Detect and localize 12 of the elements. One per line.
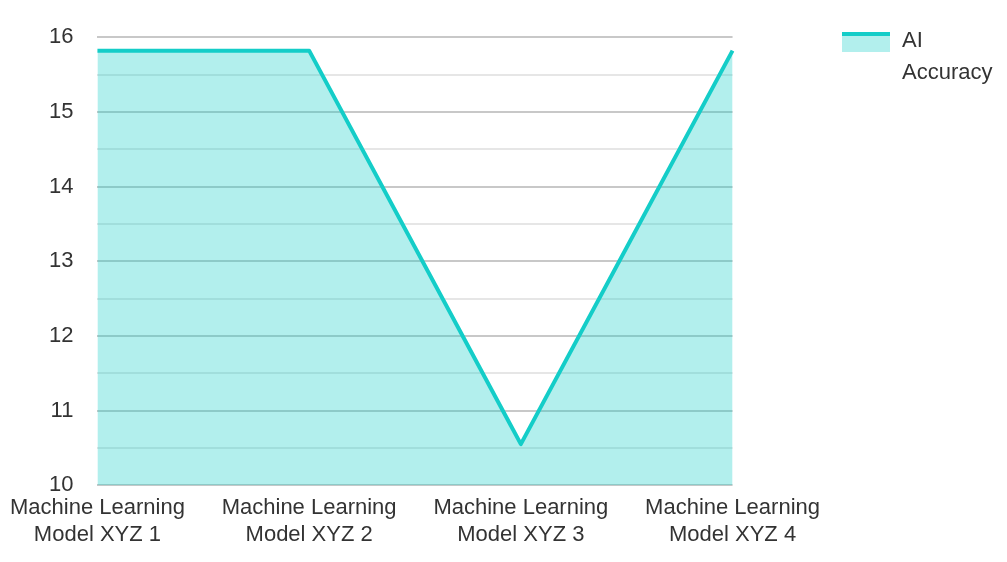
y-tick-label: 12 [48,321,74,347]
y-tick-label: 14 [48,172,74,198]
y-tick-label: 13 [48,247,74,273]
x-tick-label: Machine Learning Model XYZ 4 [645,494,821,546]
x-tick-label: Machine Learning Model XYZ 1 [9,494,185,546]
y-tick-label: 16 [48,23,74,49]
x-tick-label: Machine Learning Model XYZ 3 [433,494,609,546]
y-tick-label: 15 [48,97,74,123]
x-tick-label: Machine Learning Model XYZ 2 [221,494,397,546]
y-tick-label: 10 [48,471,74,497]
y-tick-label: 11 [50,396,74,422]
legend-label: AI Accuracy [902,26,994,86]
